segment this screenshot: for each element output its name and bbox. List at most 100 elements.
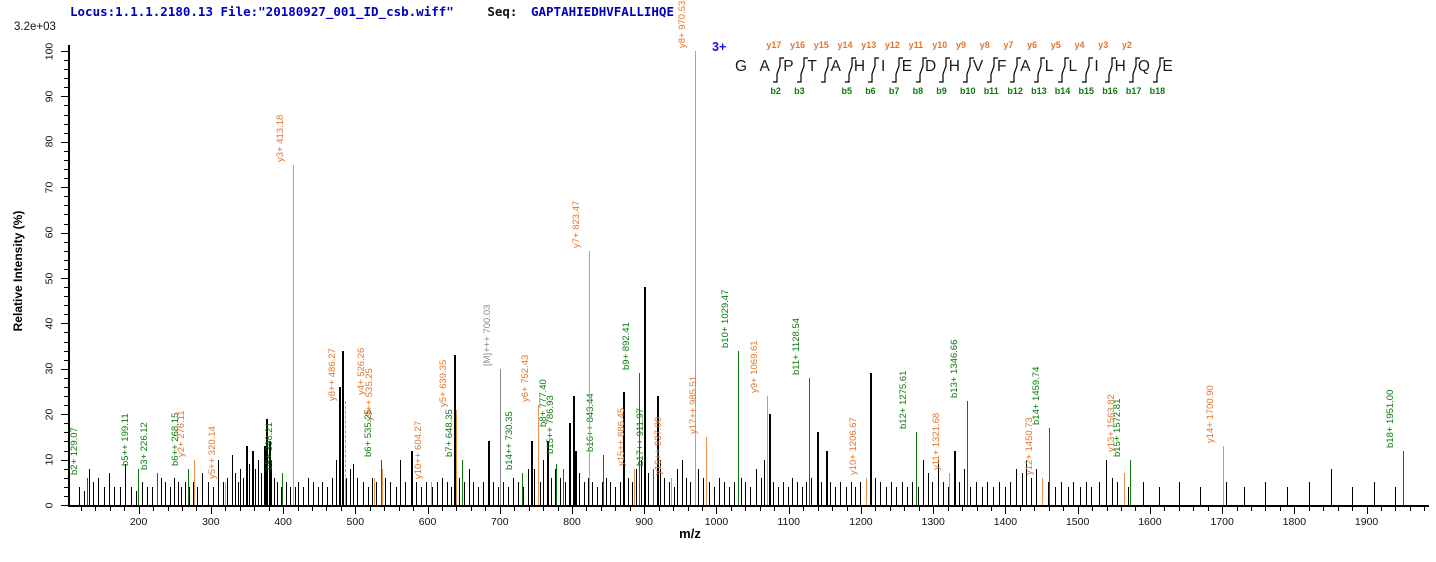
- peak: [237, 482, 239, 505]
- y-tick: [61, 187, 68, 189]
- y-minor-tick: [64, 287, 68, 289]
- residue-letter: V: [972, 58, 984, 75]
- x-tick-label: 1300: [921, 516, 945, 528]
- peak: [1127, 486, 1129, 505]
- peak-b-ions: [603, 455, 605, 505]
- x-minor-tick: [687, 507, 689, 511]
- peak: [636, 468, 638, 505]
- x-minor-tick: [514, 507, 516, 511]
- peak: [234, 473, 236, 505]
- peak: [503, 482, 505, 505]
- y-minor-tick: [64, 205, 68, 207]
- peak: [341, 350, 344, 505]
- peak: [954, 450, 957, 505]
- peak: [257, 459, 259, 505]
- x-minor-tick: [976, 507, 978, 511]
- peak: [806, 482, 808, 505]
- x-minor-tick: [326, 507, 328, 511]
- y-minor-tick: [64, 341, 68, 343]
- fragment-mark-icon: [891, 56, 904, 89]
- peak: [93, 482, 95, 505]
- y-ion-label: y17: [766, 40, 782, 50]
- peak: [615, 486, 617, 505]
- peak-label: b16++ 843.44: [585, 393, 597, 453]
- y-minor-tick: [64, 214, 68, 216]
- peak-label: y10+ 1206.67: [847, 416, 859, 475]
- peak: [527, 468, 529, 505]
- b-ion-label: b17: [1125, 86, 1142, 96]
- y-ion-label: y6: [1027, 40, 1038, 50]
- peak: [587, 477, 589, 505]
- peak-b-ions: [809, 377, 811, 505]
- y-tick-label: 40: [43, 317, 55, 330]
- peak: [332, 477, 334, 505]
- x-tick-label: 1200: [849, 516, 873, 528]
- peak: [83, 491, 85, 505]
- y-minor-tick: [64, 386, 68, 388]
- peak: [619, 482, 621, 505]
- peak: [1331, 468, 1333, 505]
- y-minor-tick: [64, 150, 68, 152]
- fragment-mark-icon: [820, 56, 833, 89]
- peak: [1067, 486, 1069, 505]
- peak: [668, 482, 670, 505]
- peak: [998, 482, 1000, 505]
- peak-label: b13+ 1346.66: [948, 339, 960, 398]
- peak-y-ions: [382, 468, 384, 505]
- peak: [231, 455, 233, 505]
- x-tick: [138, 507, 140, 514]
- x-minor-tick: [557, 507, 559, 511]
- peak: [592, 482, 594, 505]
- peak: [918, 486, 920, 505]
- x-tick-label: 1600: [1138, 516, 1162, 528]
- x-minor-tick: [340, 507, 342, 511]
- residue-letter: E: [901, 58, 913, 75]
- peak-y-ions: [766, 396, 768, 505]
- peak: [850, 482, 852, 505]
- x-tick-label: 1100: [777, 516, 801, 528]
- x-minor-tick: [947, 507, 949, 511]
- x-minor-tick: [803, 507, 805, 511]
- peak-y-ions: [695, 51, 697, 505]
- b-ion-label: b16: [1102, 86, 1118, 96]
- peak: [755, 468, 757, 505]
- residue-letter: L: [1068, 58, 1078, 75]
- peak: [1226, 482, 1228, 505]
- b-ion-label: b2: [770, 86, 781, 96]
- x-minor-tick: [1135, 507, 1137, 511]
- x-minor-tick: [196, 507, 198, 511]
- peak: [298, 482, 300, 505]
- x-minor-tick: [586, 507, 588, 511]
- peak: [777, 486, 779, 505]
- peak: [451, 486, 453, 505]
- b-ion-label: b18: [1149, 86, 1166, 96]
- peak: [572, 396, 575, 505]
- peak: [640, 459, 642, 505]
- residue-letter: F: [996, 58, 1007, 75]
- y-ion-label: y11: [908, 40, 924, 50]
- x-tick-label: 200: [129, 516, 148, 528]
- y-tick-label: 100: [43, 42, 55, 60]
- peak-label: [M]+++ 700.03: [481, 304, 493, 366]
- peak-label: y10++ 604.27: [412, 421, 424, 480]
- x-minor-tick: [167, 507, 169, 511]
- peak: [124, 464, 126, 505]
- x-tick: [355, 507, 357, 514]
- y-axis-line: [68, 45, 70, 505]
- peak: [395, 486, 397, 505]
- residue-letter: A: [759, 58, 770, 75]
- peak: [252, 450, 255, 505]
- peak: [702, 477, 704, 505]
- peak: [975, 482, 977, 505]
- y-minor-tick: [64, 132, 68, 134]
- b-ion-label: b12: [1007, 86, 1023, 96]
- peak: [246, 445, 249, 505]
- peak: [192, 482, 194, 505]
- peak: [601, 482, 603, 505]
- peak: [119, 486, 121, 505]
- peak: [1287, 486, 1289, 505]
- peak: [400, 459, 402, 505]
- x-minor-tick: [1236, 507, 1238, 511]
- peak: [932, 482, 934, 505]
- x-minor-tick: [528, 507, 530, 511]
